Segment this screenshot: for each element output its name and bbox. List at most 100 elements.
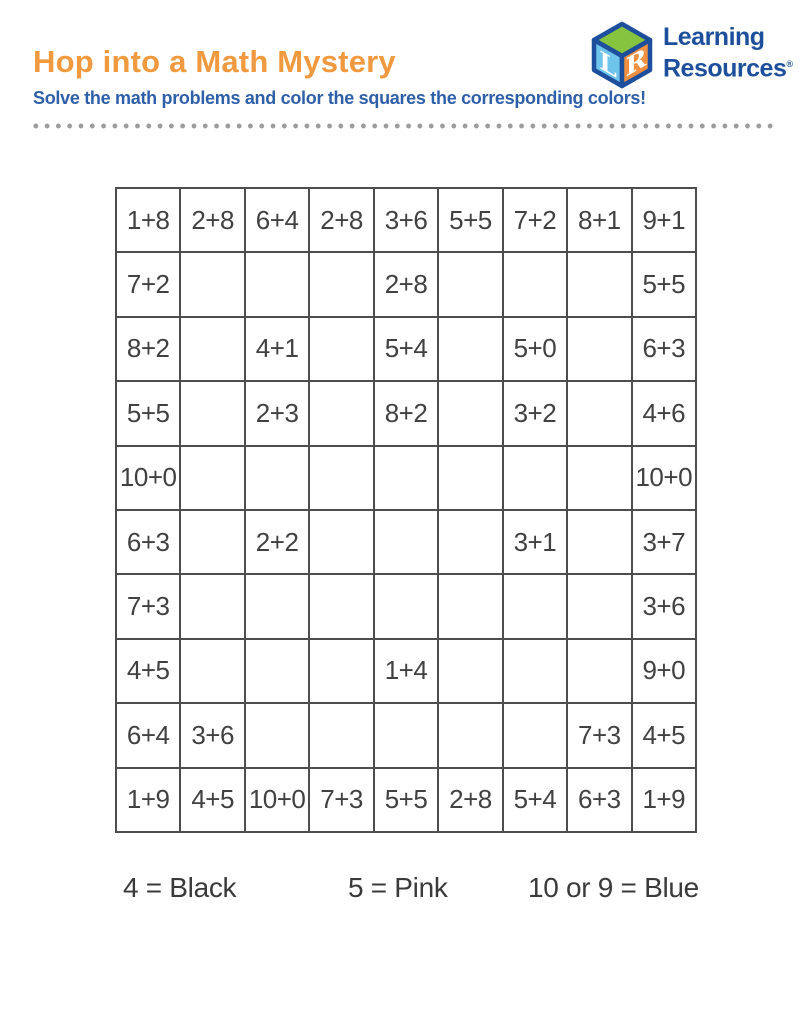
grid-cell: 5+4	[502, 767, 568, 832]
grid-cell: 4+5	[180, 767, 245, 832]
grid-cell	[438, 445, 503, 510]
grid-cell: 1+8	[116, 188, 181, 253]
grid-cell	[567, 316, 632, 382]
grid-cell	[438, 703, 503, 768]
grid-cell	[567, 252, 632, 317]
learning-resources-logo: L R Learning Resources®	[589, 20, 794, 90]
grid-cell	[438, 510, 503, 575]
grid-cell: 5+5	[373, 767, 439, 832]
grid-cell: 9+1	[631, 188, 696, 253]
grid-cell	[502, 445, 568, 510]
grid-cell	[309, 638, 374, 704]
grid-cell	[373, 445, 439, 510]
grid-cell	[502, 252, 568, 317]
grid-cell: 7+3	[309, 767, 374, 832]
grid-cell	[180, 381, 245, 446]
grid-cell	[567, 574, 632, 639]
registered-mark: ®	[786, 59, 793, 69]
grid-cell: 10+0	[244, 767, 310, 832]
grid-cell	[438, 381, 503, 446]
grid-cell	[502, 638, 568, 704]
grid-cell	[244, 252, 310, 317]
grid-cell: 5+0	[502, 316, 568, 382]
grid-cell: 10+0	[116, 445, 181, 510]
grid-cell: 4+5	[116, 638, 181, 704]
grid-cell	[309, 574, 374, 639]
grid-cell: 3+6	[180, 703, 245, 768]
grid-cell: 1+9	[631, 767, 696, 832]
grid-cell: 5+5	[631, 252, 696, 317]
grid-cell: 6+3	[631, 316, 696, 382]
grid-cell	[373, 703, 439, 768]
grid-cell	[438, 316, 503, 382]
brand-line2: Resources	[663, 54, 787, 83]
grid-cell: 4+6	[631, 381, 696, 446]
grid-cell: 6+3	[116, 510, 181, 575]
grid-cell: 2+8	[373, 252, 439, 317]
dotted-divider	[33, 123, 778, 129]
page-subtitle: Solve the math problems and color the sq…	[33, 88, 646, 108]
grid-cell: 10+0	[631, 445, 696, 510]
grid-cell	[180, 510, 245, 575]
legend-item-blue: 10 or 9 = Blue	[528, 872, 699, 903]
grid-cell: 2+8	[309, 188, 374, 253]
cube-letter-r: R	[626, 42, 647, 83]
grid-cell: 8+2	[116, 316, 181, 382]
grid-cell	[567, 638, 632, 704]
grid-cell: 5+5	[438, 188, 503, 253]
grid-cell: 8+2	[373, 381, 439, 446]
grid-cell	[438, 574, 503, 639]
grid-cell: 8+1	[567, 188, 632, 253]
page-title: Hop into a Math Mystery	[33, 44, 396, 79]
grid-cell	[309, 316, 374, 382]
grid-cell	[438, 252, 503, 317]
grid-cell: 3+7	[631, 510, 696, 575]
grid-cell	[567, 510, 632, 575]
grid-cell: 2+8	[180, 188, 245, 253]
grid-cell: 3+6	[631, 574, 696, 639]
grid-cell	[309, 381, 374, 446]
grid-cell	[309, 703, 374, 768]
grid-cell: 6+3	[567, 767, 632, 832]
grid-cell: 2+3	[244, 381, 310, 446]
grid-cell	[309, 510, 374, 575]
grid-cell: 5+4	[373, 316, 439, 382]
grid-cell: 1+9	[116, 767, 181, 832]
grid-cell: 7+3	[116, 574, 181, 639]
grid-cell	[309, 252, 374, 317]
color-legend: 4 = Black 5 = Pink 10 or 9 = Blue	[115, 872, 715, 908]
grid-cell	[502, 703, 568, 768]
grid-cell: 3+6	[373, 188, 439, 253]
grid-cell: 1+4	[373, 638, 439, 704]
grid-cell	[309, 445, 374, 510]
grid-cell: 7+2	[116, 252, 181, 317]
grid-cell	[438, 638, 503, 704]
grid-cell: 6+4	[116, 703, 181, 768]
grid-cell	[180, 574, 245, 639]
grid-cell	[180, 638, 245, 704]
grid-cell	[180, 316, 245, 382]
grid-cell	[567, 381, 632, 446]
cube-letter-l: L	[599, 46, 617, 85]
grid-cell: 2+2	[244, 510, 310, 575]
grid-cell: 4+1	[244, 316, 310, 382]
grid-cell	[180, 445, 245, 510]
legend-item-black: 4 = Black	[123, 872, 237, 903]
brand-name: Learning Resources®	[663, 24, 793, 82]
grid-cell: 7+3	[567, 703, 632, 768]
grid-cell: 6+4	[244, 188, 310, 253]
grid-cell	[373, 510, 439, 575]
grid-cell	[502, 574, 568, 639]
grid-cell	[244, 638, 310, 704]
grid-cell	[244, 703, 310, 768]
grid-cell: 4+5	[631, 703, 696, 768]
math-grid: 1+8 2+8 6+4 2+8 3+6 5+5 7+2 8+1 9+1 7+2 2+8 5+5 8+2 4…	[115, 187, 697, 833]
logo-cube-icon: L R	[591, 21, 653, 89]
grid-cell: 5+5	[116, 381, 181, 446]
grid-cell	[373, 574, 439, 639]
grid-cell	[567, 445, 632, 510]
legend-item-pink: 5 = Pink	[348, 872, 448, 903]
grid-cell: 3+1	[502, 510, 568, 575]
grid-cell: 7+2	[502, 188, 568, 253]
